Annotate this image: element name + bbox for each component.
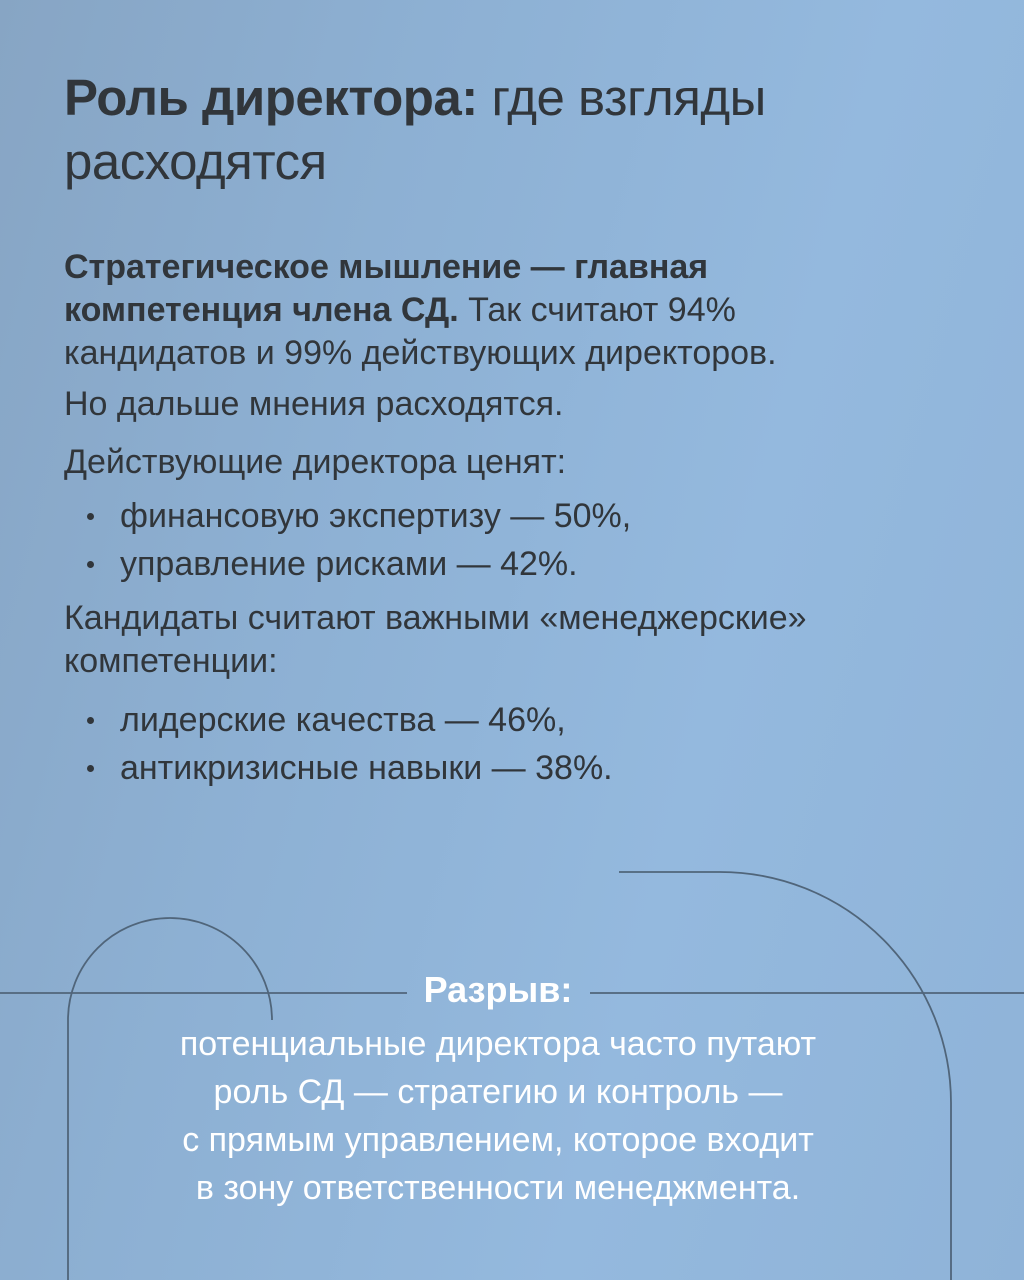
list-item-text: финансовую экспертизу — 50%, bbox=[120, 497, 632, 535]
lead-paragraph: Стратегическое мышление — главная компет… bbox=[64, 246, 964, 375]
gap-callout-paragraph: потенциальные директора часто путают рол… bbox=[0, 1020, 1024, 1212]
title-line-2: расходятся bbox=[64, 133, 327, 190]
gap-callout-label: Разрыв: bbox=[423, 969, 573, 1010]
arch-line-decoration bbox=[67, 917, 273, 1280]
list-item: лидерские качества — 46%, bbox=[64, 696, 964, 744]
list-item-text: управление рисками — 42%. bbox=[120, 545, 578, 583]
page-title: Роль директора: где взгляды расходятся bbox=[64, 66, 964, 194]
candidates-heading-line-1: Кандидаты считают важными «менеджерские» bbox=[64, 599, 807, 637]
candidates-list: лидерские качества — 46%, антикризисные … bbox=[64, 696, 964, 792]
lead-line-2-bold: компетенция члена СД. bbox=[64, 291, 459, 329]
rounded-corner-decoration bbox=[619, 871, 952, 1280]
divergence-paragraph: Но дальше мнения расходятся. bbox=[64, 385, 564, 423]
list-item: управление рисками — 42%. bbox=[64, 540, 964, 588]
current-directors-heading: Действующие директора ценят: bbox=[64, 443, 567, 481]
list-item-text: антикризисные навыки — 38%. bbox=[120, 749, 613, 787]
gap-line-4: в зону ответственности менеджмента. bbox=[195, 1169, 801, 1207]
lead-line-2: компетенция члена СД. Так считают 94% bbox=[64, 289, 964, 332]
list-item: финансовую экспертизу — 50%, bbox=[64, 492, 964, 540]
gap-line-3: с прямым управлением, которое входит bbox=[182, 1121, 814, 1159]
list-item-text: лидерские качества — 46%, bbox=[120, 701, 566, 739]
current-directors-list: финансовую экспертизу — 50%, управление … bbox=[64, 492, 964, 588]
gap-line-2: роль СД — стратегию и контроль — bbox=[213, 1073, 783, 1111]
list-item: антикризисные навыки — 38%. bbox=[64, 744, 964, 792]
title-bold-part: Роль директора: bbox=[64, 69, 478, 126]
title-line-1: Роль директора: где взгляды bbox=[64, 66, 964, 130]
candidates-heading-line-2: компетенции: bbox=[64, 642, 278, 680]
gap-line-1: потенциальные директора часто путают bbox=[179, 1025, 817, 1063]
candidates-heading: Кандидаты считают важными «менеджерские»… bbox=[64, 597, 964, 683]
lead-line-1: Стратегическое мышление — главная bbox=[64, 248, 709, 286]
title-regular-part: где взгляды bbox=[477, 69, 766, 126]
lead-line-2-regular: Так считают 94% bbox=[458, 291, 736, 329]
lead-line-3: кандидатов и 99% действующих директоров. bbox=[64, 334, 777, 372]
